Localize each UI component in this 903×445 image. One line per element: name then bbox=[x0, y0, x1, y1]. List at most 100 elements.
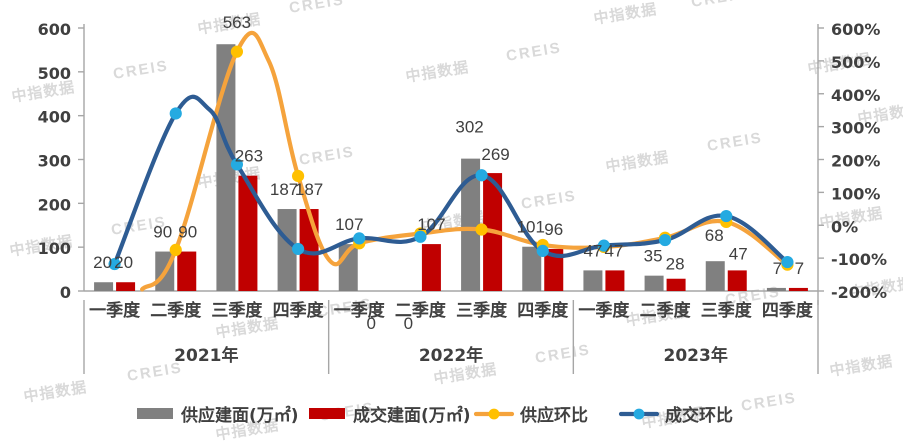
left-axis-tick-label: 200 bbox=[38, 195, 71, 214]
bar-value-label: 20 bbox=[114, 253, 133, 272]
line-marker bbox=[169, 243, 182, 257]
x-axis-quarter-label: 三季度 bbox=[701, 300, 753, 321]
x-axis-quarter-label: 一季度 bbox=[578, 300, 630, 321]
bar bbox=[238, 175, 258, 291]
trend-line bbox=[112, 94, 790, 267]
bar-value-label: 47 bbox=[729, 244, 748, 263]
right-axis-tick-label: 300% bbox=[831, 119, 880, 138]
legend-marker-dot bbox=[633, 408, 645, 420]
x-axis-quarter-label: 二季度 bbox=[395, 300, 447, 321]
x-axis-quarter-label: 四季度 bbox=[762, 300, 814, 321]
axes-group: 0 100 200 300 400 500 600 -200% -100% 0% 100% 200% 3… bbox=[38, 20, 887, 305]
x-axis-year-label: 2023年 bbox=[664, 345, 728, 366]
right-axis-tick-label: -100% bbox=[831, 250, 887, 269]
x-axis-year-label: 2022年 bbox=[419, 345, 483, 366]
left-axis-tick-label: 500 bbox=[38, 64, 71, 83]
legend-label: 成交建面(万㎡) bbox=[353, 405, 471, 426]
bar-value-label: 187 bbox=[295, 180, 323, 199]
bar bbox=[216, 44, 236, 291]
line-marker bbox=[353, 232, 366, 245]
bar-value-label: 0 bbox=[404, 314, 413, 333]
line-marker bbox=[475, 223, 488, 236]
line-marker bbox=[597, 239, 611, 252]
bar bbox=[766, 287, 786, 291]
x-axis-quarter-label: 四季度 bbox=[517, 300, 569, 321]
line-marker bbox=[475, 169, 488, 182]
left-axis-tick-label: 100 bbox=[38, 239, 71, 258]
bar bbox=[544, 248, 564, 291]
line-marker bbox=[230, 158, 244, 171]
legend-swatch bbox=[137, 408, 173, 419]
left-axis-tick-label: 600 bbox=[38, 20, 71, 39]
line-marker bbox=[291, 242, 305, 256]
bar-value-label: 302 bbox=[455, 118, 483, 137]
x-axis-quarter-label: 二季度 bbox=[150, 300, 202, 321]
lines-group bbox=[108, 30, 794, 292]
bar bbox=[522, 246, 542, 291]
line-marker bbox=[720, 209, 733, 223]
bar bbox=[583, 270, 603, 291]
line-marker bbox=[414, 230, 427, 243]
bar-value-label: 47 bbox=[583, 241, 602, 260]
bar-value-label: 107 bbox=[335, 215, 363, 234]
right-axis-tick-label: 500% bbox=[831, 53, 880, 72]
bar-value-label: 187 bbox=[270, 180, 298, 199]
right-axis-tick-label: 0% bbox=[831, 217, 858, 236]
x-axis-year-label: 2021年 bbox=[174, 345, 238, 366]
line-marker bbox=[658, 233, 672, 247]
bar bbox=[94, 282, 114, 291]
line-marker bbox=[781, 255, 794, 269]
bar-value-label: 68 bbox=[705, 226, 724, 245]
x-axis-quarter-label: 一季度 bbox=[89, 300, 141, 321]
bar-value-label: 7 bbox=[795, 259, 804, 278]
bar-value-label: 20 bbox=[93, 253, 112, 272]
bar-value-label: 563 bbox=[223, 13, 251, 32]
bar-value-label: 7 bbox=[773, 259, 782, 278]
right-axis-tick-label: 100% bbox=[831, 184, 880, 203]
bar bbox=[116, 282, 136, 291]
bar-value-label: 107 bbox=[417, 215, 445, 234]
bar bbox=[788, 287, 808, 291]
bar bbox=[461, 158, 481, 291]
bar bbox=[644, 275, 664, 291]
x-axis-quarter-label: 四季度 bbox=[273, 300, 325, 321]
bar-value-label: 0 bbox=[367, 314, 376, 333]
legend-label: 供应环比 bbox=[519, 405, 588, 426]
bar-value-label: 47 bbox=[604, 241, 623, 260]
line-marker bbox=[536, 244, 549, 257]
x-axis-quarter-label: 二季度 bbox=[640, 300, 692, 321]
line-marker bbox=[169, 107, 182, 120]
line-marker bbox=[108, 257, 121, 271]
bar bbox=[705, 261, 725, 291]
bar-value-label: 90 bbox=[153, 223, 172, 242]
x-axis-quarter-label: 三季度 bbox=[456, 300, 508, 321]
right-axis-tick-label: 400% bbox=[831, 86, 880, 105]
bar bbox=[277, 209, 297, 291]
bar bbox=[666, 278, 686, 291]
left-axis-tick-label: 400 bbox=[38, 108, 71, 127]
x-axis-quarter-label: 三季度 bbox=[211, 300, 263, 321]
right-axis-tick-label: 600% bbox=[831, 20, 880, 39]
bar-value-label: 90 bbox=[178, 223, 197, 242]
line-marker bbox=[230, 45, 244, 58]
legend-swatch bbox=[309, 408, 345, 419]
x-axis-quarter-label: 一季度 bbox=[334, 300, 386, 321]
bar bbox=[421, 244, 441, 291]
bar bbox=[727, 270, 747, 291]
bar-value-label: 269 bbox=[481, 145, 509, 164]
left-axis-tick-label: 0 bbox=[60, 283, 71, 302]
bar-value-label: 96 bbox=[544, 220, 563, 239]
line-marker bbox=[291, 169, 305, 183]
left-axis-tick-label: 300 bbox=[38, 152, 71, 171]
bar-value-label: 35 bbox=[644, 247, 663, 266]
bar-value-label: 263 bbox=[235, 147, 263, 166]
legend-label: 成交环比 bbox=[665, 405, 733, 426]
legend-label: 供应建面(万㎡) bbox=[180, 405, 299, 426]
legend-marker-dot bbox=[488, 408, 500, 420]
bar-value-label: 28 bbox=[666, 255, 685, 274]
right-axis-tick-label: -200% bbox=[831, 283, 887, 302]
